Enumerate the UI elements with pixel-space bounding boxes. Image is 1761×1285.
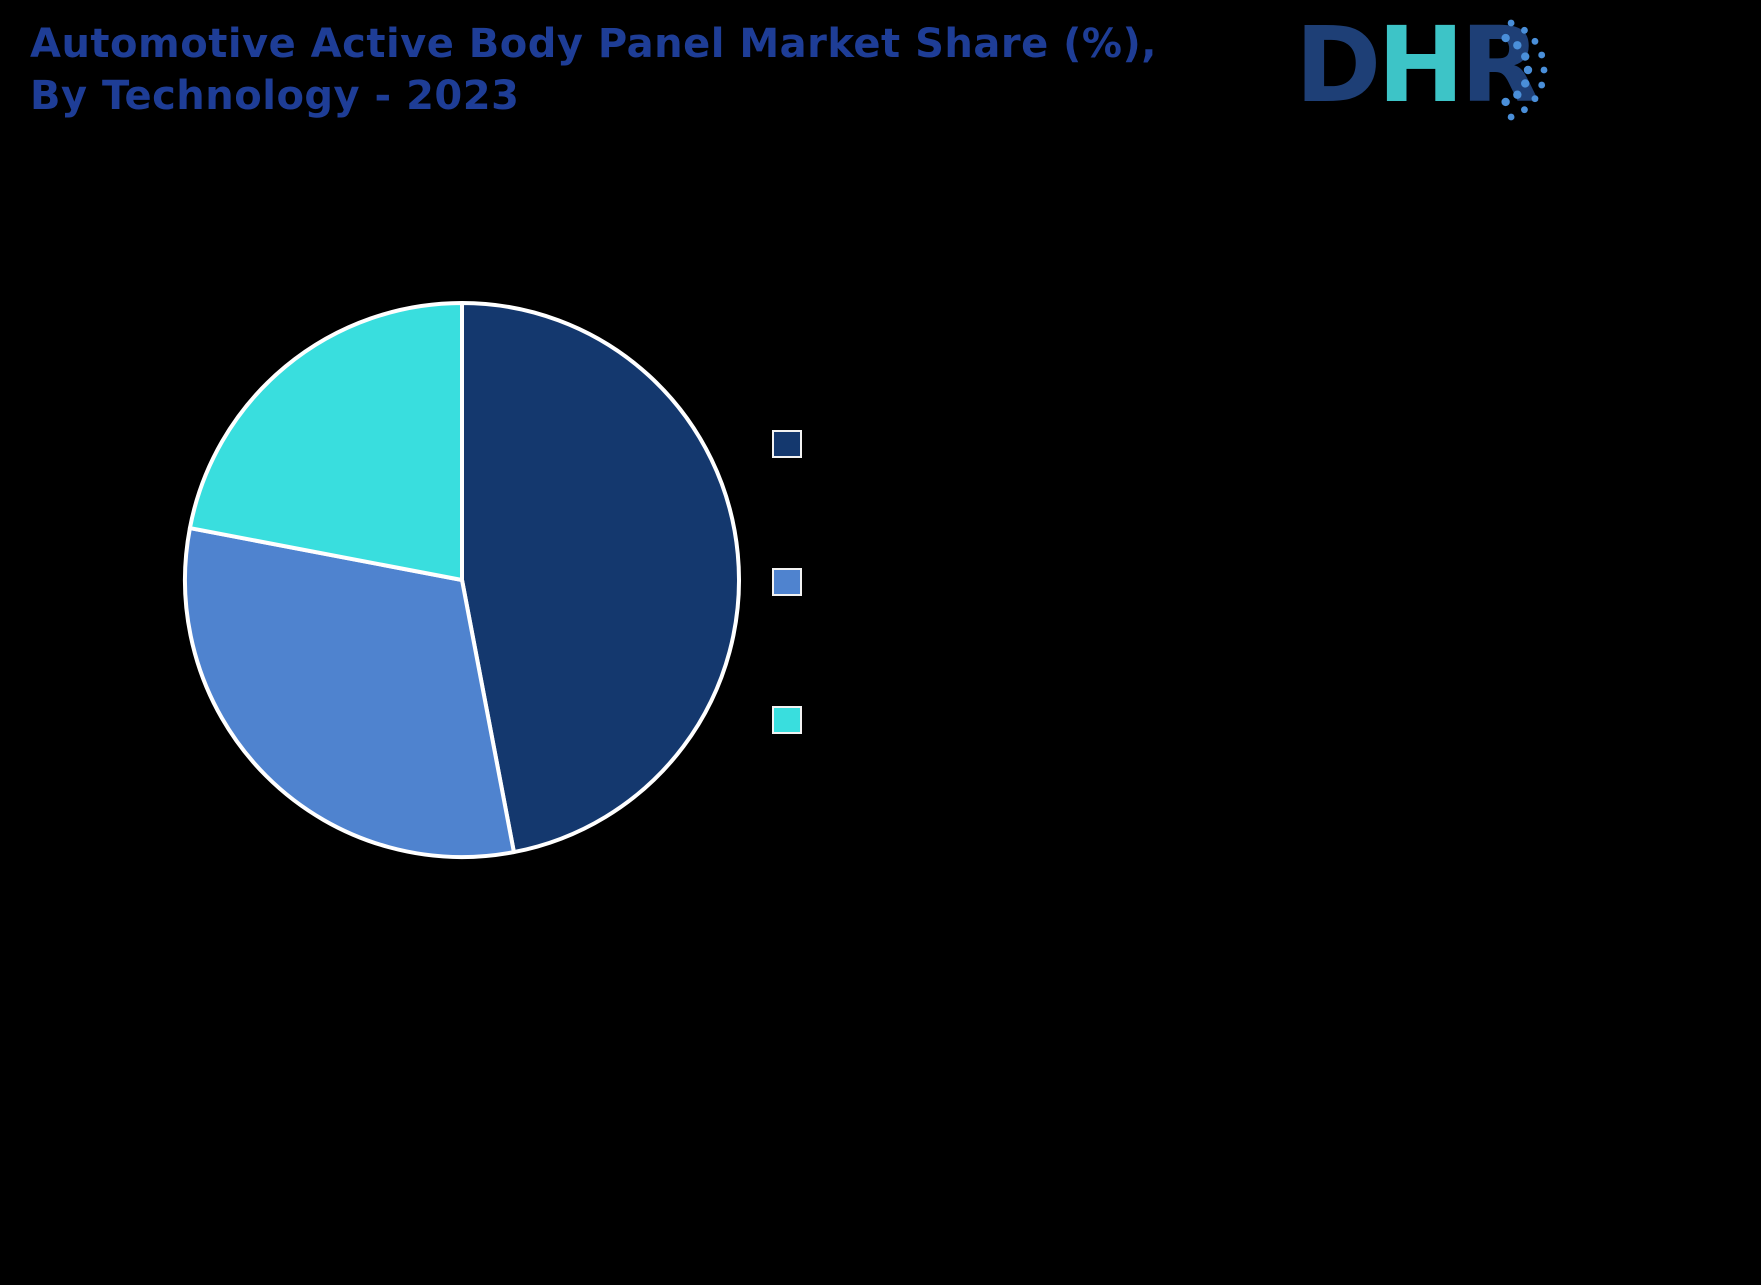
legend-item bbox=[772, 568, 802, 596]
pie-slice bbox=[187, 301, 464, 582]
chart-title: Automotive Active Body Panel Market Shar… bbox=[30, 18, 1157, 122]
legend-swatch bbox=[772, 430, 802, 458]
brand-logo: DHR bbox=[1295, 4, 1540, 126]
legend-item bbox=[772, 430, 802, 458]
legend-swatch bbox=[772, 568, 802, 596]
legend-swatch bbox=[772, 706, 802, 734]
pie-slice bbox=[183, 526, 516, 859]
logo-letter-h: H bbox=[1377, 4, 1464, 126]
chart-title-line1: Automotive Active Body Panel Market Shar… bbox=[30, 21, 1157, 67]
legend-item bbox=[772, 706, 802, 734]
chart-title-line2: By Technology - 2023 bbox=[30, 73, 520, 119]
pie-slice bbox=[460, 301, 741, 855]
logo-letter-d: D bbox=[1295, 4, 1381, 126]
logo-dots-arc-icon bbox=[1501, 19, 1548, 121]
